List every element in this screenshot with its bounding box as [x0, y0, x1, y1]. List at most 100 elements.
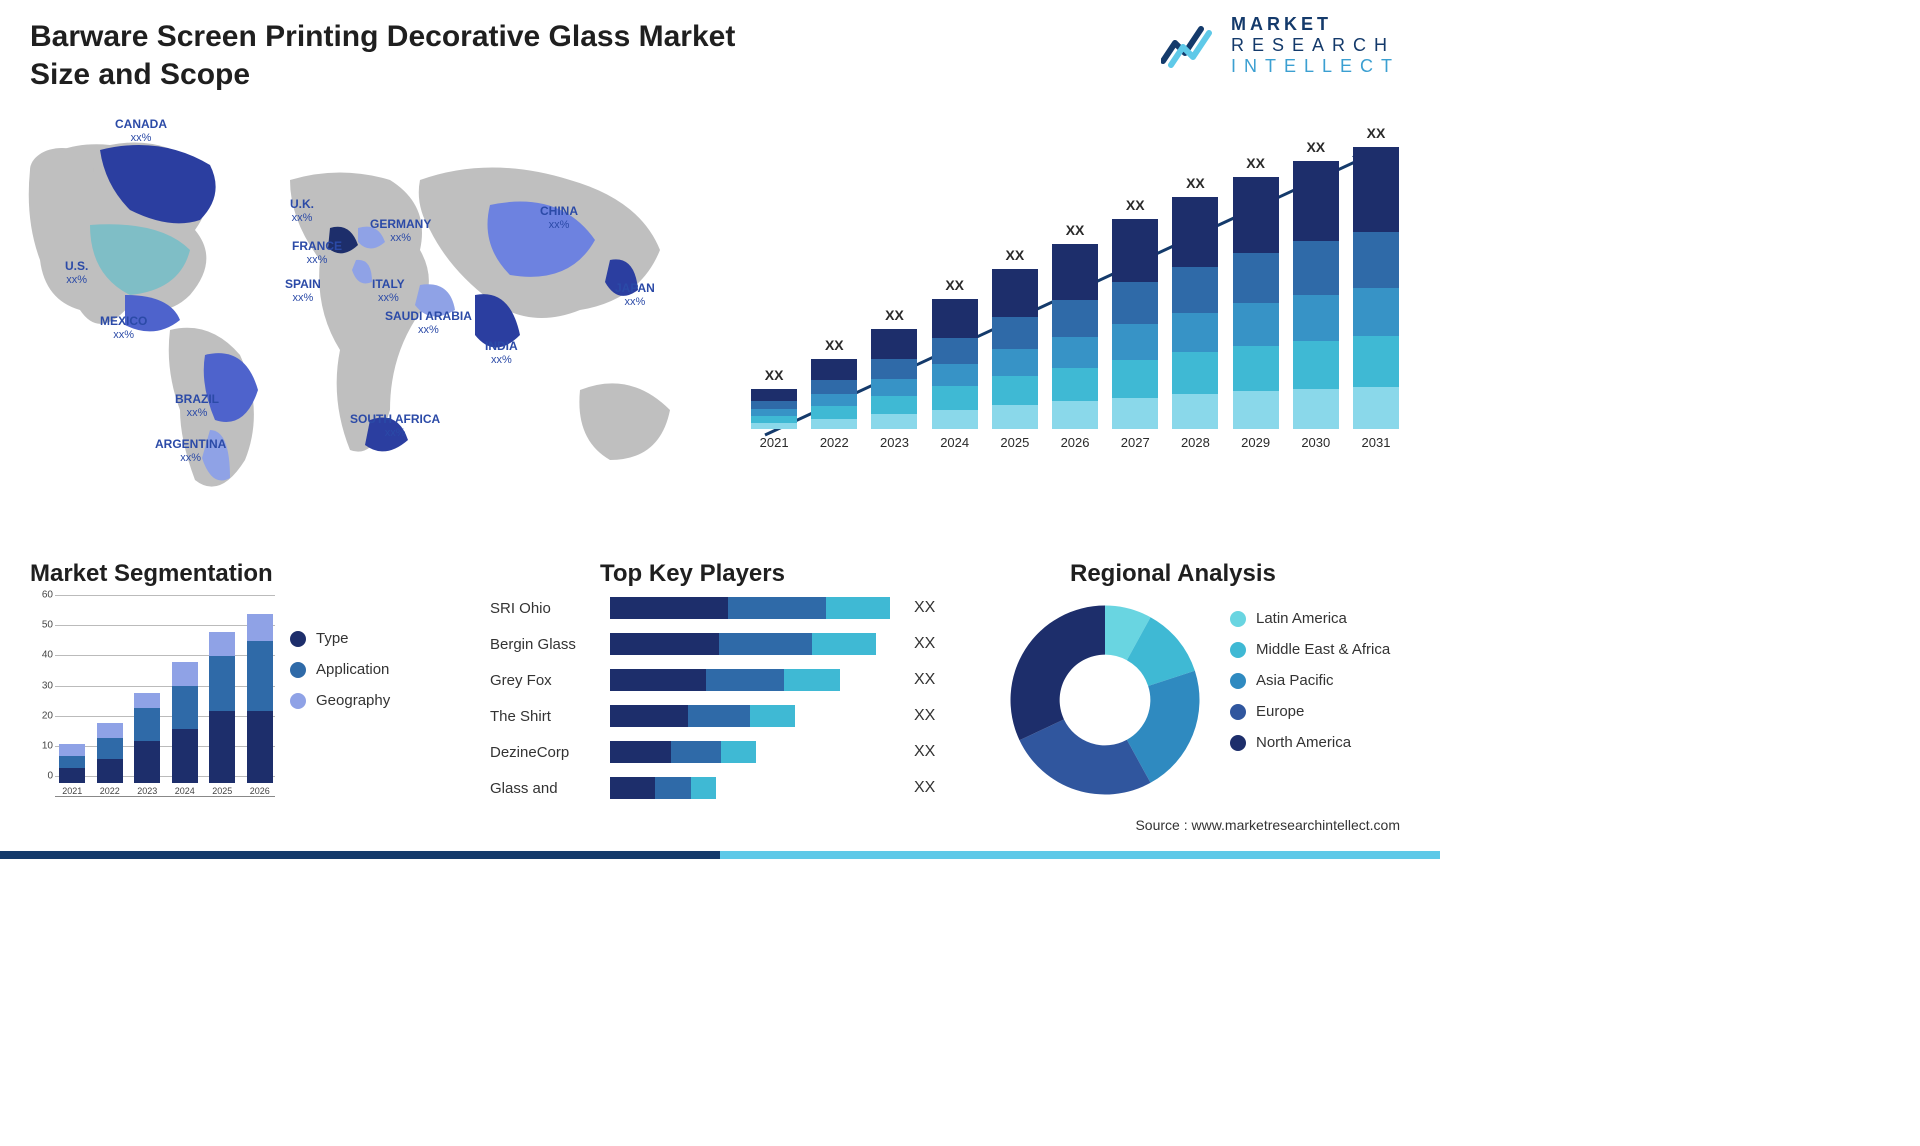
- seg-bar: 2024: [170, 662, 201, 796]
- legend-item: Type: [290, 630, 390, 647]
- key-player-value: XX: [914, 599, 935, 617]
- map-label: BRAZILxx%: [175, 393, 219, 419]
- key-player-value: XX: [914, 671, 935, 689]
- bar-value-label: XX: [1186, 175, 1205, 191]
- seg-bar: 2023: [132, 693, 163, 796]
- key-players-title: Top Key Players: [600, 560, 785, 588]
- seg-year-label: 2022: [100, 786, 120, 796]
- bar-year-label: 2022: [820, 435, 849, 450]
- legend-item: Latin America: [1230, 610, 1390, 627]
- seg-year-label: 2025: [212, 786, 232, 796]
- key-player-value: XX: [914, 635, 935, 653]
- bar-year-label: 2031: [1362, 435, 1391, 450]
- bar-value-label: XX: [1006, 247, 1025, 263]
- bar-value-label: XX: [1367, 125, 1386, 141]
- seg-bar: 2021: [57, 744, 88, 796]
- map-label: SOUTH AFRICAxx%: [350, 413, 440, 439]
- bar-year-label: 2029: [1241, 435, 1270, 450]
- brand-mark-icon: [1161, 23, 1217, 69]
- brand-line-1: MARKET: [1231, 14, 1400, 35]
- regional-donut-chart: [1000, 595, 1210, 805]
- segmentation-legend: TypeApplicationGeography: [290, 630, 390, 723]
- bar-year-label: 2023: [880, 435, 909, 450]
- map-label: CHINAxx%: [540, 205, 578, 231]
- market-bar: XX 2021: [750, 367, 798, 450]
- seg-year-label: 2021: [62, 786, 82, 796]
- segmentation-panel: Market Segmentation 0102030405060 202120…: [30, 560, 460, 820]
- world-map-svg: [20, 110, 720, 510]
- market-bar: XX 2030: [1292, 139, 1340, 450]
- map-label: GERMANYxx%: [370, 218, 431, 244]
- key-players-list: SRI OhioXXBergin GlassXXGrey FoxXXThe Sh…: [490, 595, 960, 811]
- key-player-name: DezineCorp: [490, 744, 610, 761]
- bar-value-label: XX: [1246, 155, 1265, 171]
- map-label: U.K.xx%: [290, 198, 314, 224]
- market-bar: XX 2025: [991, 247, 1039, 450]
- page-title: Barware Screen Printing Decorative Glass…: [30, 18, 750, 93]
- seg-year-label: 2026: [250, 786, 270, 796]
- key-player-name: Grey Fox: [490, 672, 610, 689]
- seg-year-label: 2023: [137, 786, 157, 796]
- bar-value-label: XX: [1066, 222, 1085, 238]
- segmentation-chart: 0102030405060 202120222023202420252026: [35, 595, 275, 815]
- market-bar: XX 2023: [870, 307, 918, 450]
- brand-line-3: INTELLECT: [1231, 56, 1400, 77]
- bar-year-label: 2025: [1000, 435, 1029, 450]
- segmentation-title: Market Segmentation: [30, 560, 273, 588]
- market-bar: XX 2027: [1111, 197, 1159, 450]
- legend-item: Geography: [290, 692, 390, 709]
- market-bar: XX2028: [1171, 175, 1219, 450]
- map-label: FRANCExx%: [292, 240, 342, 266]
- map-label: ARGENTINAxx%: [155, 438, 226, 464]
- legend-item: Middle East & Africa: [1230, 641, 1390, 658]
- market-bar: XX 2029: [1232, 155, 1280, 450]
- key-player-value: XX: [914, 707, 935, 725]
- map-label: SAUDI ARABIAxx%: [385, 310, 472, 336]
- key-player-row: DezineCorpXX: [490, 739, 960, 765]
- bar-year-label: 2026: [1061, 435, 1090, 450]
- world-map: CANADAxx% U.S.xx% MEXICOxx% BRAZILxx% ARGENT…: [20, 110, 720, 510]
- map-label: CANADAxx%: [115, 118, 167, 144]
- key-player-row: Grey Fox XX: [490, 667, 960, 693]
- seg-year-label: 2024: [175, 786, 195, 796]
- source-text: Source : www.marketresearchintellect.com: [1135, 817, 1400, 833]
- footer-accent: [0, 851, 1440, 859]
- key-player-name: Glass and: [490, 780, 610, 797]
- brand-logo: MARKET RESEARCH INTELLECT: [1161, 14, 1400, 77]
- seg-bar: 2025: [207, 632, 238, 796]
- market-bar: XX 2031: [1352, 125, 1400, 450]
- legend-item: Europe: [1230, 703, 1390, 720]
- key-player-row: The Shirt XX: [490, 703, 960, 729]
- key-players-panel: Top Key Players SRI Ohio XX Bergin Glass XX…: [480, 560, 970, 820]
- key-player-name: SRI Ohio: [490, 600, 610, 617]
- map-label: MEXICOxx%: [100, 315, 147, 341]
- key-player-name: The Shirt: [490, 708, 610, 725]
- bar-year-label: 2024: [940, 435, 969, 450]
- regional-panel: Regional Analysis Latin America Middle Ea…: [990, 560, 1420, 820]
- map-label: INDIAxx%: [485, 340, 518, 366]
- market-size-chart: XX2021XX2022XX2023XX2024XX2025XX2026XX20…: [740, 110, 1410, 480]
- market-bar: XX2024: [931, 277, 979, 450]
- bar-year-label: 2021: [760, 435, 789, 450]
- donut-slice: [1011, 606, 1106, 741]
- map-label: U.S.xx%: [65, 260, 88, 286]
- regional-legend: Latin AmericaMiddle East & AfricaAsia Pa…: [1230, 610, 1390, 765]
- bar-value-label: XX: [765, 367, 784, 383]
- bar-value-label: XX: [1306, 139, 1325, 155]
- map-label: JAPANxx%: [615, 282, 655, 308]
- key-player-value: XX: [914, 779, 935, 797]
- bar-value-label: XX: [1126, 197, 1145, 213]
- regional-title: Regional Analysis: [1070, 560, 1276, 588]
- key-player-name: Bergin Glass: [490, 636, 610, 653]
- key-player-row: SRI Ohio XX: [490, 595, 960, 621]
- bar-year-label: 2030: [1301, 435, 1330, 450]
- market-bar: XX 2026: [1051, 222, 1099, 450]
- bar-year-label: 2027: [1121, 435, 1150, 450]
- seg-bar: 2026: [245, 614, 276, 796]
- bar-value-label: XX: [885, 307, 904, 323]
- key-player-row: Bergin Glass XX: [490, 631, 960, 657]
- bar-value-label: XX: [825, 337, 844, 353]
- market-bar: XX 2022: [810, 337, 858, 450]
- seg-bar: 2022: [95, 723, 126, 796]
- brand-line-2: RESEARCH: [1231, 35, 1400, 56]
